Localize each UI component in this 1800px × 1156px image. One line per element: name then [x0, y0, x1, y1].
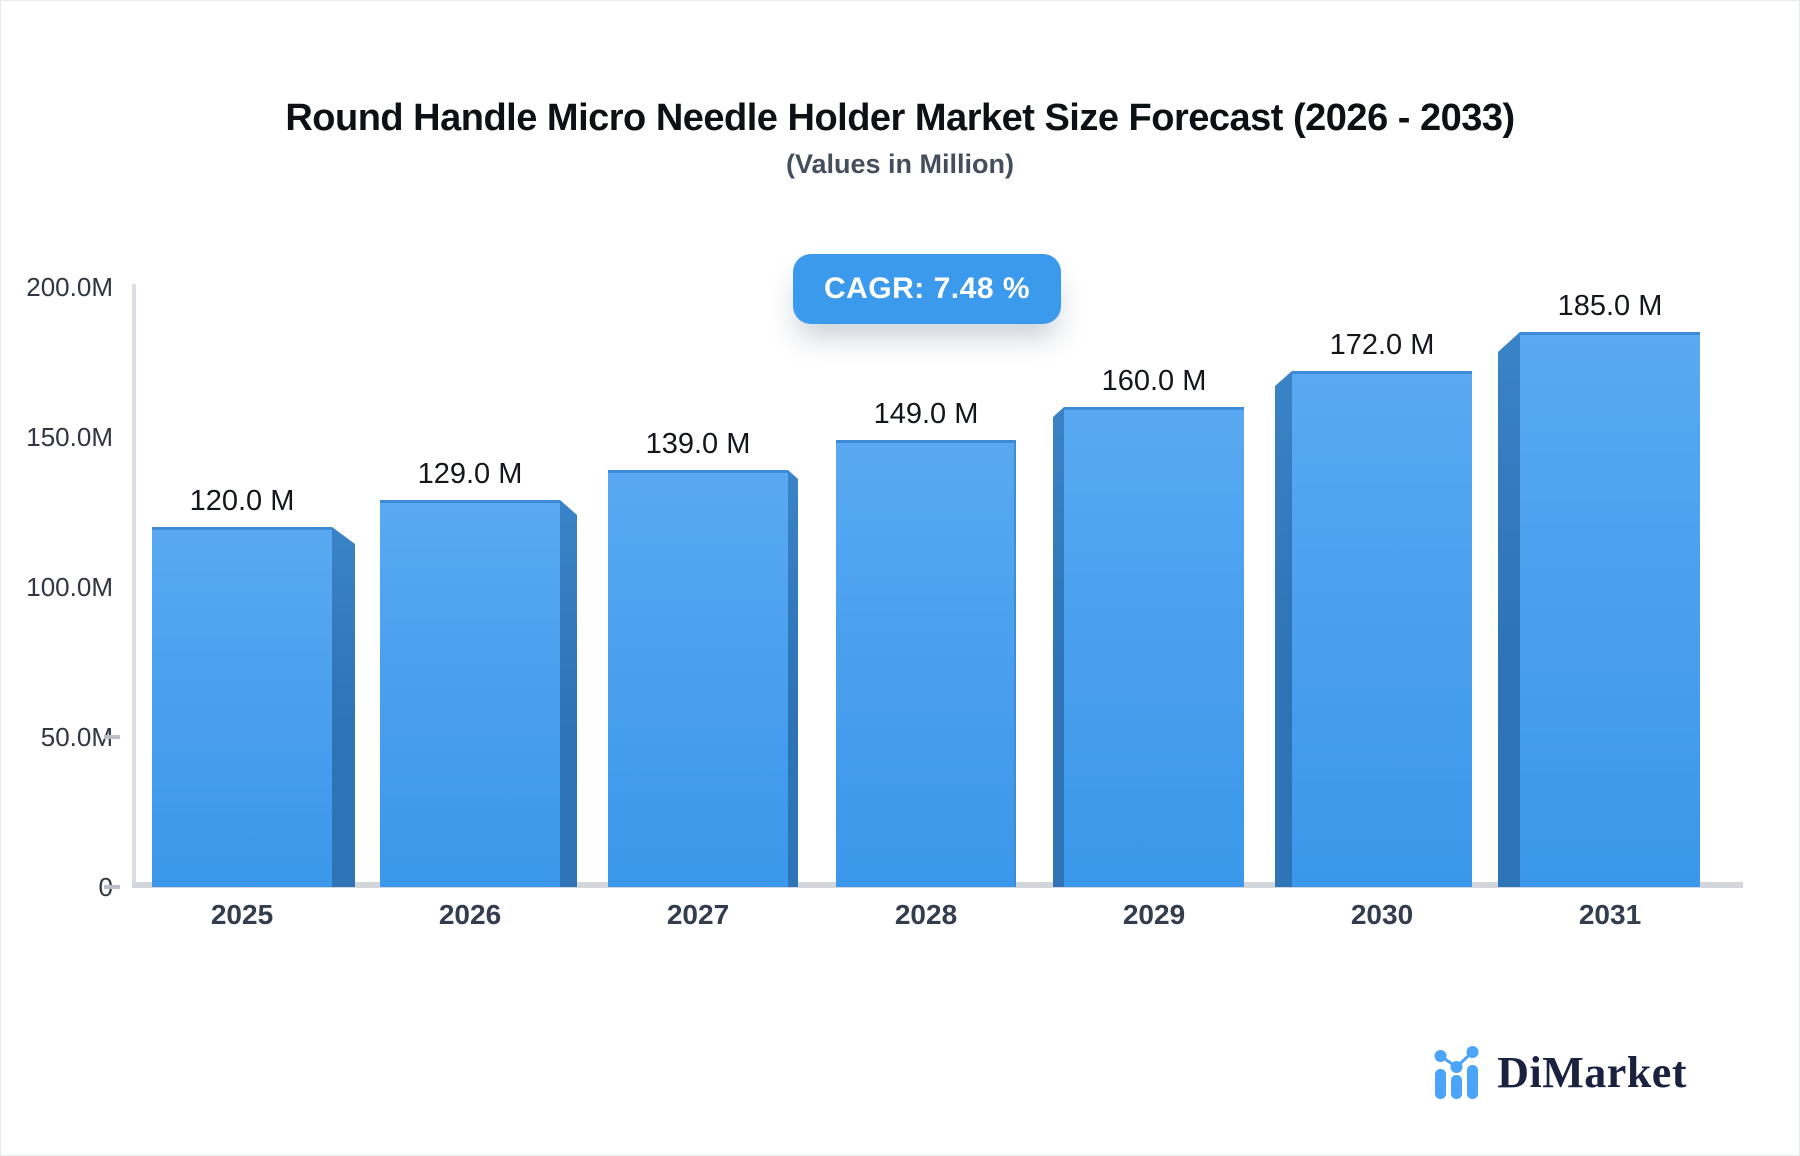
y-axis-label: 150.0M	[26, 422, 113, 452]
bar-2029	[1064, 407, 1244, 887]
bar-value-label: 129.0 M	[417, 458, 523, 490]
bar-2028	[836, 440, 1016, 887]
bar-value-label: 120.0 M	[189, 485, 295, 517]
bar-side-face	[1275, 371, 1292, 887]
y-axis-label: 100.0M	[26, 572, 113, 602]
y-axis-tick	[104, 885, 120, 889]
y-axis-label: 200.0M	[26, 272, 113, 302]
bar-chart-trend-icon	[1434, 1046, 1479, 1099]
bar-2026	[380, 500, 560, 887]
bar-side-face	[560, 500, 577, 887]
bar-side-face	[788, 470, 798, 887]
chart-title: Round Handle Micro Needle Holder Market …	[285, 97, 1515, 139]
x-axis-label: 2031	[1578, 899, 1642, 930]
x-axis-label: 2030	[1350, 899, 1414, 930]
y-axis-label: 50.0M	[40, 722, 113, 752]
cagr-badge-label: CAGR: 7.48 %	[823, 272, 1031, 305]
logo-text: DiMarket	[1497, 1047, 1687, 1097]
bar-2031	[1520, 332, 1700, 887]
bar-value-label: 149.0 M	[873, 398, 979, 430]
x-axis-label: 2028	[894, 899, 958, 930]
dimarket-logo: DiMarket	[1431, 1041, 1687, 1103]
x-axis-label: 2029	[1122, 899, 1186, 930]
bar-side-face	[1053, 407, 1064, 887]
y-axis-line	[132, 284, 136, 887]
bar-value-label: 160.0 M	[1101, 365, 1207, 397]
x-axis-label: 2025	[210, 899, 274, 930]
x-axis-label: 2026	[438, 899, 502, 930]
y-axis-tick	[104, 735, 120, 739]
cagr-badge: CAGR: 7.48 %	[793, 254, 1061, 324]
chart-subtitle: (Values in Million)	[785, 149, 1015, 179]
bar-2027	[608, 470, 788, 887]
bar-side-face	[1498, 332, 1520, 887]
bar-2030	[1292, 371, 1472, 887]
bar-value-label: 172.0 M	[1329, 329, 1435, 361]
y-axis-label: 0	[1, 870, 113, 904]
bar-2025	[152, 527, 332, 887]
bar-side-face	[332, 527, 355, 887]
bar-value-label: 139.0 M	[645, 428, 751, 460]
bar-value-label: 185.0 M	[1557, 290, 1663, 322]
x-axis-label: 2027	[666, 899, 730, 930]
